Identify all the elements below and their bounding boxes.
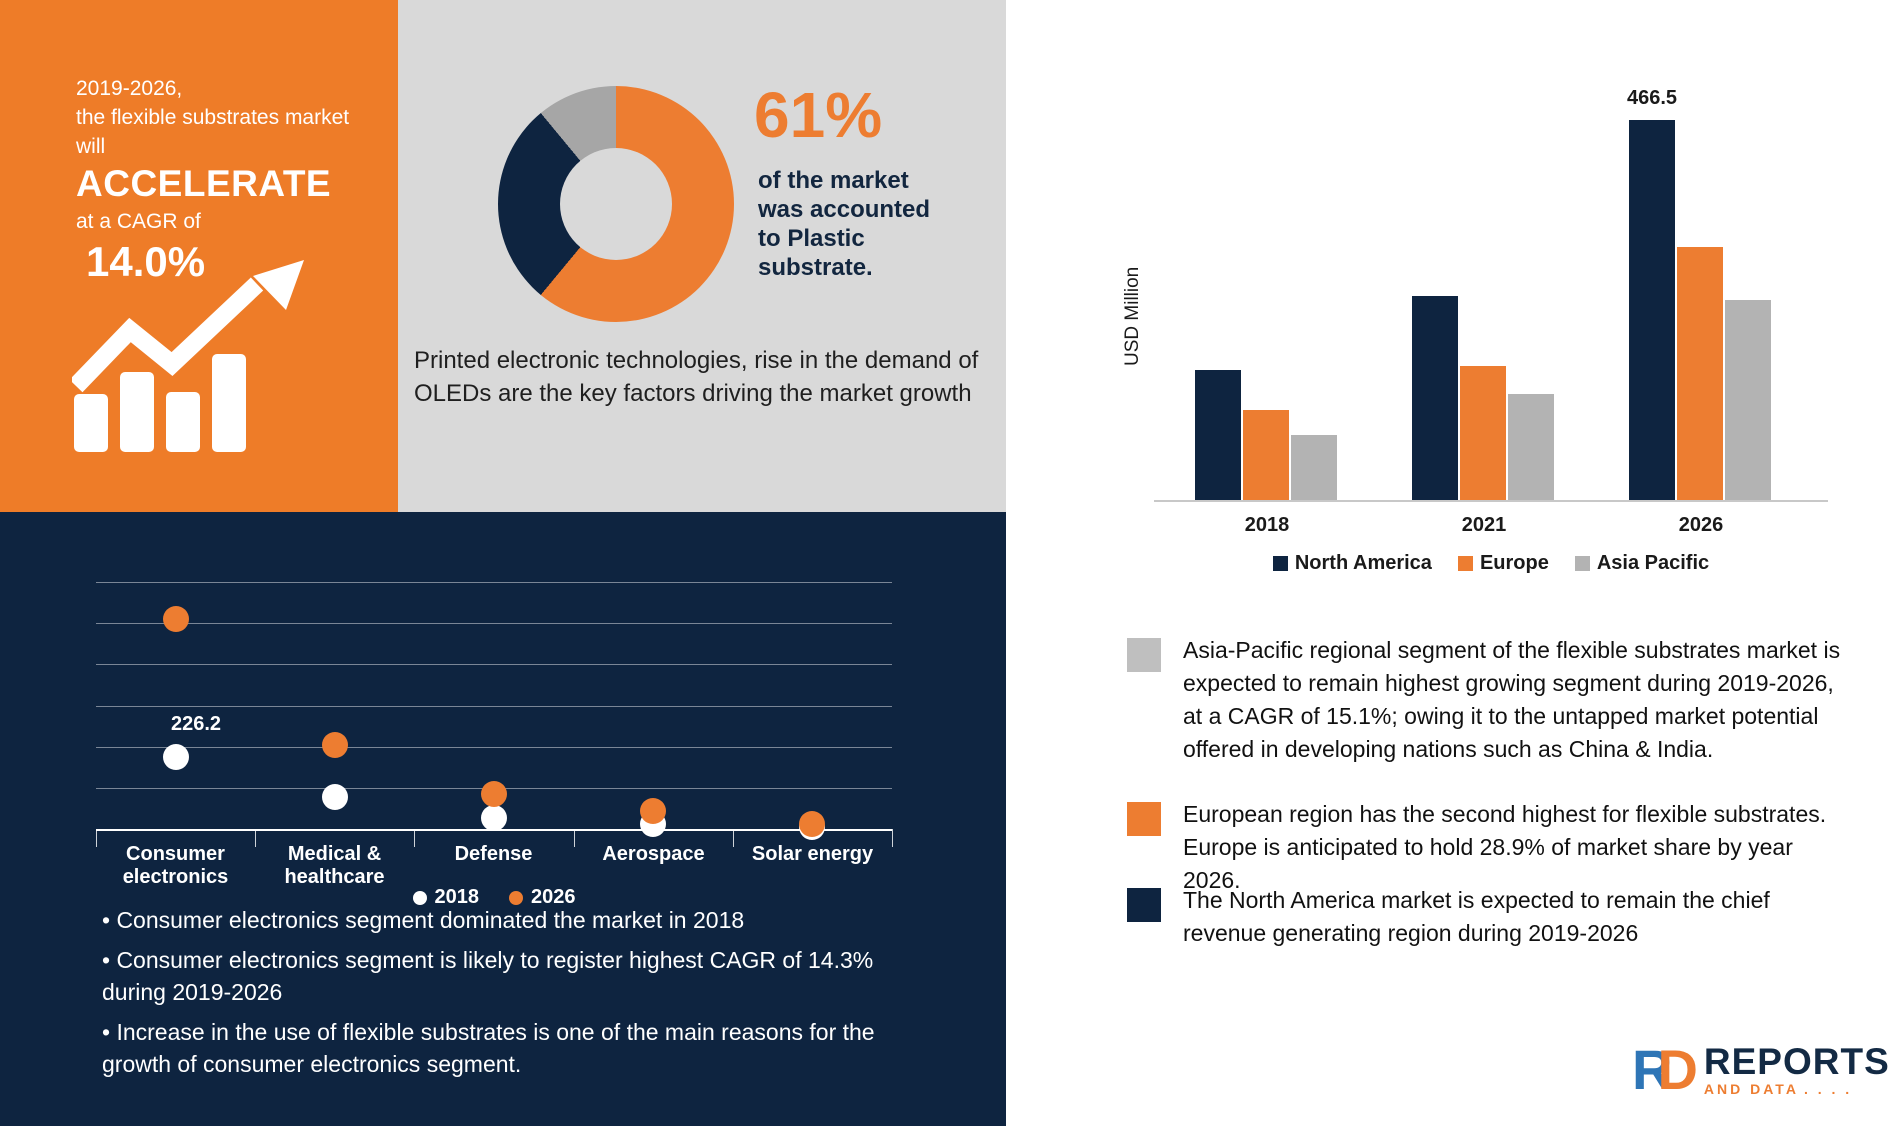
promo-cagr-value: 14.0% xyxy=(86,238,206,285)
logo-reports-text: REPORTS xyxy=(1703,1041,1889,1082)
segment-analysis-panel: Consumer electronics Medical & healthcare… xyxy=(0,512,1006,1126)
logo-anddata-label: AND DATA xyxy=(1703,1081,1799,1097)
logo-anddata-text: AND DATA. . . . xyxy=(1704,1081,1889,1097)
promo-period: 2019-2026, xyxy=(76,77,183,100)
promo-cagr-prefix: at a CAGR of xyxy=(76,210,201,233)
insight-text: The North America market is expected to … xyxy=(1183,887,1770,946)
legend-label: Asia Pacific xyxy=(1596,552,1710,574)
insight-swatch xyxy=(1127,888,1161,922)
category-tick xyxy=(96,829,97,847)
market-drivers-text: Printed electronic technologies, rise in… xyxy=(414,347,979,407)
segment-scatter-chart: Consumer electronics Medical & healthcare… xyxy=(0,512,1006,1126)
logo-d-glyph: D xyxy=(1657,1038,1698,1101)
gridline xyxy=(96,582,892,583)
scatter-data-label: 226.2 xyxy=(171,713,222,735)
legend-item-asia-pacific: Asia Pacific xyxy=(1574,552,1710,575)
promo-will: will xyxy=(76,135,106,158)
2026-legend-dot xyxy=(509,890,523,905)
scatter-dot-2026-aerospace xyxy=(640,798,666,824)
bar-data-label: 466.5 xyxy=(1626,87,1678,109)
growth-chart-arrow-icon xyxy=(69,254,314,454)
category-label-consumer-electronics: Consumer electronics xyxy=(122,843,229,888)
scatter-dot-2018-consumer-electronics xyxy=(163,744,189,770)
scatter-dot-2026-medical-healthcare xyxy=(322,732,348,758)
legend-item-europe: Europe xyxy=(1457,552,1549,575)
logo-r-glyph: R xyxy=(1632,1038,1673,1101)
bar-asia-pacific-2026 xyxy=(1725,300,1771,500)
category-label-defense: Defense xyxy=(454,843,533,865)
asia-pacific-legend-swatch xyxy=(1574,556,1590,571)
legend-label: 2018 xyxy=(434,886,480,908)
legend-label: North America xyxy=(1294,552,1432,574)
category-label-solar-energy: Solar energy xyxy=(751,843,874,865)
insight-item-3: The North America market is expected to … xyxy=(1127,884,1847,950)
bar-north-america-2021 xyxy=(1412,296,1458,500)
bar-europe-2018 xyxy=(1243,410,1289,500)
category-label-medical-healthcare: Medical & healthcare xyxy=(284,843,385,888)
gridline xyxy=(96,623,892,624)
gridline xyxy=(96,747,892,748)
scatter-dot-2026-defense xyxy=(481,781,507,807)
legend-item-north-america: North America xyxy=(1272,552,1432,575)
segment-bullet-3: • Increase in the use of flexible substr… xyxy=(102,1019,875,1077)
bar-north-america-2018 xyxy=(1195,370,1241,500)
segment-bullet-list: • Consumer electronics segment dominated… xyxy=(102,904,942,1088)
legend-item-2026: 2026 xyxy=(509,886,576,909)
x-axis-tick-label: 2018 xyxy=(1244,514,1290,536)
category-label-aerospace: Aerospace xyxy=(602,843,705,865)
segment-bullet-1: • Consumer electronics segment dominated… xyxy=(102,907,745,933)
bar-europe-2026 xyxy=(1677,247,1723,500)
scatter-dot-2018-medical-healthcare xyxy=(322,784,348,810)
scatter-chart-legend: 2018 2026 xyxy=(96,886,892,909)
insight-text: European region has the second highest f… xyxy=(1183,801,1827,893)
bar-asia-pacific-2021 xyxy=(1508,394,1554,500)
x-axis-tick-label: 2021 xyxy=(1461,514,1507,536)
regional-insights: Asia-Pacific regional segment of the fle… xyxy=(1006,0,1889,1126)
plastic-share-donut-chart xyxy=(498,86,734,322)
category-tick xyxy=(255,829,256,847)
x-axis-tick-label: 2026 xyxy=(1678,514,1724,536)
x-axis-line xyxy=(1154,500,1828,502)
cagr-highlight-panel: 2019-2026, the flexible substrates marke… xyxy=(0,0,398,512)
promo-text-block: 2019-2026, the flexible substrates marke… xyxy=(76,74,349,288)
scatter-dot-2018-defense xyxy=(481,805,507,831)
insight-text: Asia-Pacific regional segment of the fle… xyxy=(1183,637,1841,762)
gridline xyxy=(96,706,892,707)
regional-market-panel: USD Million 2018 2021 2026 466.5 North Amer… xyxy=(1006,0,1889,1126)
north-america-legend-swatch xyxy=(1272,556,1288,571)
logo-dots: . . . . xyxy=(1803,1081,1853,1097)
legend-label: Europe xyxy=(1479,552,1549,574)
category-tick xyxy=(733,829,734,847)
legend-label: 2026 xyxy=(531,886,576,908)
legend-item-2018: 2018 xyxy=(412,886,480,909)
plastic-share-caption: of the market was accounted to Plastic s… xyxy=(758,167,931,281)
scatter-dot-2026-solar-energy xyxy=(799,811,825,837)
promo-market: the flexible substrates market xyxy=(76,106,350,129)
insight-swatch xyxy=(1127,638,1161,672)
scatter-dot-2026-consumer-electronics xyxy=(163,606,189,632)
insight-item-2: European region has the second highest f… xyxy=(1127,798,1847,897)
plastic-share-value: 61% xyxy=(754,79,883,151)
segment-bullet-2: • Consumer electronics segment is likely… xyxy=(102,947,874,1005)
bar-chart-legend: North America Europe Asia Pacific xyxy=(1156,552,1826,575)
europe-legend-swatch xyxy=(1457,556,1473,571)
bar-asia-pacific-2018 xyxy=(1291,435,1337,500)
logo-text: REPORTS AND DATA. . . . xyxy=(1703,1041,1889,1098)
promo-accelerate: ACCELERATE xyxy=(76,163,332,204)
plastic-substrate-panel: 61% of the market was accounted to Plast… xyxy=(398,0,1006,512)
donut-hole xyxy=(560,148,672,260)
bar-north-america-2026 xyxy=(1629,120,1675,500)
regional-bar-chart: 2018 2021 2026 466.5 xyxy=(1006,0,1889,1126)
category-tick xyxy=(892,829,893,847)
insight-swatch xyxy=(1127,802,1161,836)
insight-item-1: Asia-Pacific regional segment of the fle… xyxy=(1127,634,1847,766)
gridline xyxy=(96,664,892,665)
2018-legend-dot xyxy=(412,890,427,905)
bar-europe-2021 xyxy=(1460,366,1506,500)
category-tick xyxy=(574,829,575,847)
category-tick xyxy=(414,829,415,847)
